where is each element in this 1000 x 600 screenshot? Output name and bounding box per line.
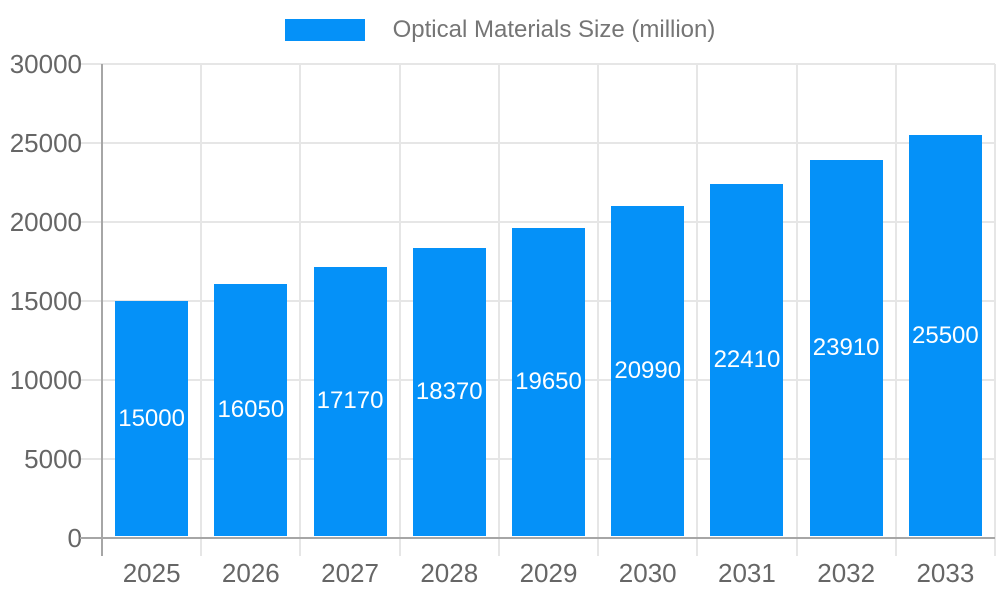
- legend: Optical Materials Size (million): [0, 16, 1000, 44]
- gridline-v: [299, 64, 302, 556]
- bar[interactable]: 16050: [214, 284, 288, 536]
- y-tick-label: 5000: [24, 444, 82, 474]
- gridline-v: [497, 64, 500, 556]
- x-tick-label: 2032: [817, 558, 876, 588]
- x-tick-label: 2025: [122, 558, 181, 588]
- y-tick-label: 30000: [9, 49, 82, 79]
- bar[interactable]: 20990: [611, 206, 685, 536]
- gridline-v: [597, 64, 600, 556]
- gridline-v: [200, 64, 203, 556]
- plot-area: 0 5000 10000 15000 20000 25000 30000 15000 2025 1…: [10, 49, 996, 588]
- y-tick-label: 0: [67, 523, 82, 553]
- gridline-v: [696, 64, 699, 556]
- bar-value-label: 22410: [713, 345, 781, 373]
- gridline-v: [398, 64, 401, 556]
- bar[interactable]: 18370: [412, 247, 486, 536]
- bar[interactable]: 25500: [908, 135, 982, 536]
- bar[interactable]: 22410: [710, 183, 784, 536]
- y-tick-label: 15000: [9, 286, 82, 316]
- x-tick-label: 2033: [916, 558, 975, 588]
- bar-value-label: 23910: [812, 334, 880, 362]
- gridline-h: [80, 142, 995, 144]
- bar-value-label: 20990: [614, 357, 682, 385]
- gridline-v: [795, 64, 798, 556]
- x-axis-line: [80, 537, 995, 539]
- legend-swatch-icon: [284, 19, 365, 41]
- x-tick-label: 2030: [618, 558, 677, 588]
- bar-value-label: 19650: [515, 367, 582, 395]
- x-tick-label: 2027: [321, 558, 379, 588]
- y-tick-label: 25000: [9, 128, 82, 158]
- gridline-v: [894, 64, 897, 556]
- x-tick-label: 2029: [519, 558, 578, 588]
- bar-value-label: 15000: [118, 404, 185, 432]
- gridline-h: [80, 63, 995, 65]
- gridline-h: [80, 221, 995, 223]
- x-tick-label: 2028: [420, 558, 479, 588]
- bar[interactable]: 19650: [512, 227, 585, 536]
- bar[interactable]: 17170: [313, 266, 387, 536]
- bar[interactable]: 23910: [809, 160, 883, 536]
- x-tick-label: 2026: [221, 558, 280, 588]
- bar[interactable]: 15000: [115, 301, 189, 536]
- legend-label: Optical Materials Size (million): [392, 16, 716, 43]
- x-tick-label: 2031: [718, 558, 776, 588]
- gridline-v: [994, 64, 996, 556]
- legend-item[interactable]: Optical Materials Size (million): [284, 16, 716, 44]
- bar-value-label: 18370: [415, 377, 483, 405]
- y-axis-line: [101, 64, 103, 556]
- bar-value-label: 16050: [217, 396, 285, 424]
- y-tick-label: 10000: [9, 365, 82, 395]
- bar-value-label: 17170: [316, 387, 384, 415]
- bar-value-label: 25500: [912, 321, 979, 349]
- y-tick-label: 20000: [9, 207, 82, 237]
